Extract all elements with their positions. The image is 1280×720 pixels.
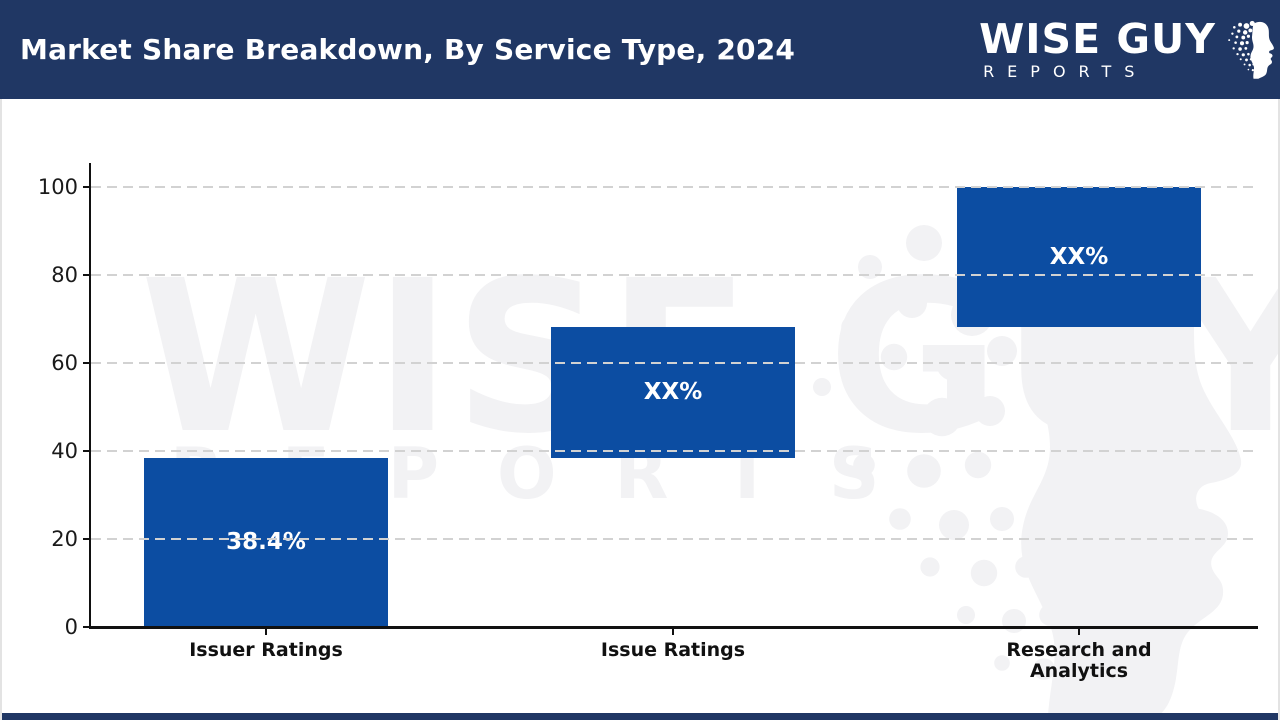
gridline-20 <box>91 537 1258 540</box>
y-axis-tick-label: 100 <box>37 174 78 199</box>
x-axis-line <box>89 626 1258 629</box>
gridline-60 <box>91 361 1258 364</box>
bar-issuer-ratings: 38.4% <box>144 457 388 627</box>
y-axis-line <box>89 163 91 628</box>
y-axis-tick-label: 40 <box>51 438 78 463</box>
x-axis-category-label: Research and Analytics <box>1006 639 1152 682</box>
x-axis-category-label: Issuer Ratings <box>189 639 343 661</box>
gridline-40 <box>91 449 1258 452</box>
y-tick-mark <box>83 537 90 540</box>
chart-title: Market Share Breakdown, By Service Type,… <box>20 33 796 66</box>
y-tick-mark <box>83 449 90 452</box>
brand-logo: WISE GUY REPORTS <box>979 10 1274 90</box>
footer-bar <box>2 713 1278 720</box>
header-bar: Market Share Breakdown, By Service Type,… <box>0 0 1280 99</box>
y-axis-tick-label: 60 <box>51 350 78 375</box>
bar-research-and-analytics: XX% <box>957 186 1201 327</box>
x-tick-mark <box>1078 629 1080 635</box>
y-axis-tick-label: 20 <box>51 526 78 551</box>
brand-name: WISE GUY <box>979 15 1216 63</box>
bar-value-label: XX% <box>1049 243 1109 270</box>
y-tick-mark <box>83 273 90 276</box>
brand-face-icon <box>1210 10 1274 90</box>
y-tick-mark <box>83 361 90 364</box>
chart-area: WISE GUY REPORTS 02040608010038.4%Issuer… <box>0 99 1280 720</box>
bar-value-label: XX% <box>643 379 703 406</box>
y-axis-tick-label: 80 <box>51 262 78 287</box>
bar-value-label: 38.4% <box>226 529 306 556</box>
gridline-80 <box>91 273 1258 276</box>
gridline-100 <box>91 185 1258 188</box>
x-tick-mark <box>265 629 267 635</box>
x-tick-mark <box>672 629 674 635</box>
y-tick-mark <box>83 185 90 188</box>
brand-subtitle: REPORTS <box>983 62 1148 81</box>
bar-issue-ratings: XX% <box>551 326 795 458</box>
brand-logo-text: WISE GUY REPORTS <box>979 19 1216 80</box>
y-axis-tick-label: 0 <box>64 615 78 639</box>
x-axis-category-label: Issue Ratings <box>600 639 746 661</box>
y-tick-mark <box>83 626 90 628</box>
